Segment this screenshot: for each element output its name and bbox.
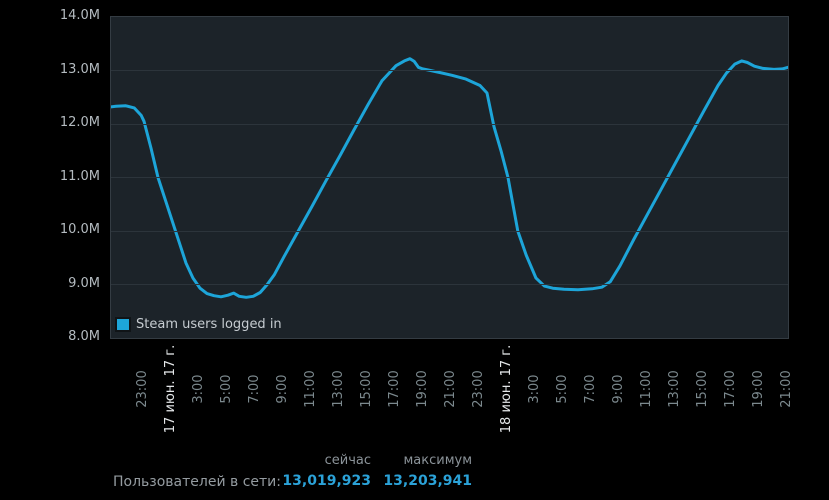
x-tick-time-label: 17:00 [387,370,402,408]
gridline [111,177,788,178]
y-tick-label: 8.0M [68,329,100,344]
gridline [111,123,788,125]
x-tick-time-label: 9:00 [611,374,626,404]
plot-area[interactable]: Steam users logged in [110,16,789,339]
x-tick-time-label: 7:00 [247,374,262,404]
chart-line [111,57,788,299]
x-tick-time-label: 13:00 [667,370,682,408]
now-column-header: сейчас [324,453,371,468]
x-tick-time-label: 17:00 [723,370,738,408]
gridline [111,230,788,232]
x-tick-date-label: 17 июн. 17 г. [163,344,178,434]
x-tick-time-label: 23:00 [135,370,150,408]
y-tick-label: 11.0M [59,168,100,184]
x-tick-time-label: 5:00 [555,374,570,404]
x-tick-time-label: 3:00 [527,374,542,404]
y-tick-label: 10.0M [59,222,100,237]
y-tick-label: 12.0M [59,115,100,130]
gridline [111,70,788,71]
max-column-header: максимум [403,453,472,468]
x-tick-time-label: 19:00 [751,370,766,408]
legend: Steam users logged in [115,317,282,332]
y-tick-label: 14.0M [59,8,100,23]
x-tick-time-label: 7:00 [583,374,598,404]
legend-swatch [115,317,131,332]
x-tick-time-label: 19:00 [415,370,430,408]
y-tick-label: 13.0M [59,61,100,77]
x-tick-time-label: 23:00 [471,370,486,408]
x-tick-time-label: 11:00 [639,370,654,408]
x-tick-time-label: 3:00 [191,374,206,404]
x-tick-time-label: 11:00 [303,370,318,408]
peak-users-value: 13,203,941 [383,473,472,489]
current-users-value: 13,019,923 [282,473,371,489]
x-tick-time-label: 13:00 [331,370,346,408]
online-users-row-label: Пользователей в сети: [113,474,281,490]
x-tick-date-label: 18 июн. 17 г. [499,344,514,434]
x-tick-time-label: 21:00 [443,370,458,408]
y-tick-label: 9.0M [68,275,100,291]
x-tick-time-label: 9:00 [275,374,290,404]
x-tick-time-label: 21:00 [779,370,794,408]
x-tick-time-label: 15:00 [359,370,374,408]
x-tick-time-label: 15:00 [695,370,710,408]
legend-label: Steam users logged in [136,317,282,332]
chart-line-svg [111,57,788,299]
gridline [111,284,788,285]
x-tick-time-label: 5:00 [219,374,234,404]
